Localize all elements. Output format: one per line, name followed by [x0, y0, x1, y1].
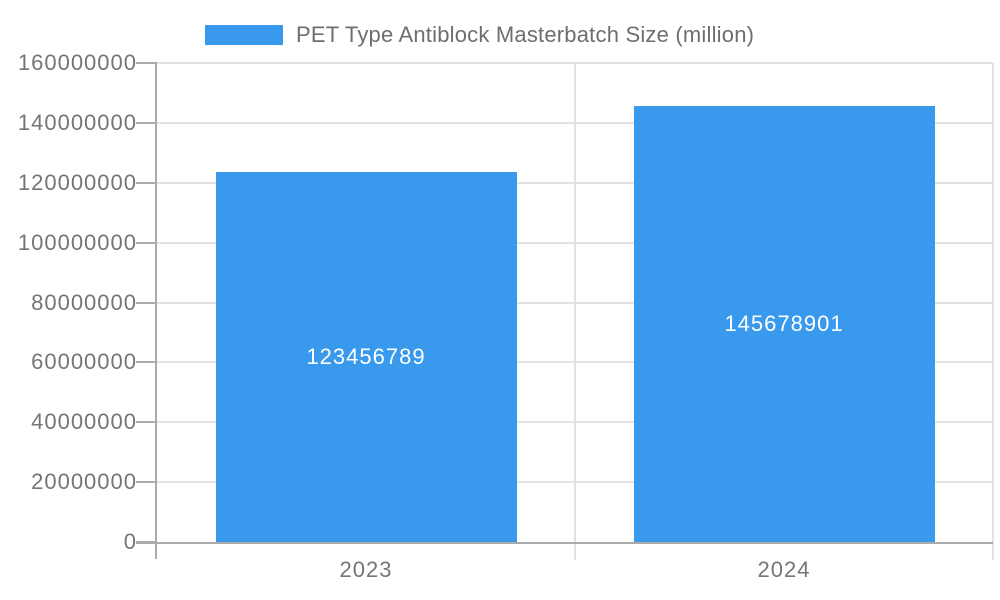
chart-legend[interactable]: PET Type Antiblock Masterbatch Size (mil…: [205, 22, 754, 48]
bar-2023[interactable]: 123456789: [215, 172, 517, 542]
y-tick-label: 160000000: [17, 50, 137, 75]
y-tick-mark: [136, 481, 157, 484]
y-tick-mark: [136, 301, 157, 304]
bar-value-label: 123456789: [306, 344, 426, 370]
y-tick-label: 40000000: [31, 409, 137, 435]
y-tick-mark: [136, 361, 157, 364]
y-tick-mark: [136, 62, 157, 64]
x-axis-line: [136, 542, 993, 544]
gridlines-layer: [157, 62, 994, 560]
y-tick-label: 120000000: [17, 169, 137, 195]
y-tick-mark: [136, 181, 157, 184]
y-tick-label: 60000000: [31, 349, 137, 375]
bar-value-label: 145678901: [724, 310, 844, 336]
gridline-vertical: [574, 63, 576, 560]
y-tick-mark: [136, 421, 157, 424]
y-tick-label: 140000000: [17, 109, 137, 135]
x-axis-label: 2023: [339, 557, 393, 582]
y-tick-label: 80000000: [31, 289, 137, 315]
bars-layer: 123456789 145678901: [157, 63, 993, 542]
y-tick-mark: [136, 241, 157, 244]
bar-2024[interactable]: 145678901: [633, 105, 935, 542]
x-axis-labels: 2023 2024: [157, 63, 993, 582]
y-axis-ticks: 0 20000000 40000000 60000000 80000000 1000000…: [18, 51, 993, 554]
y-tick-label: 20000000: [31, 469, 137, 495]
y-tick-label: 100000000: [17, 229, 137, 255]
gridline-vertical: [992, 63, 994, 560]
legend-label: PET Type Antiblock Masterbatch Size (mil…: [296, 22, 755, 47]
legend-swatch: [205, 25, 283, 45]
y-tick-label: 0: [123, 529, 137, 554]
y-axis-line: [155, 63, 157, 559]
y-tick-mark: [136, 121, 157, 124]
plot-area: 0 20000000 40000000 60000000 80000000 1000000…: [18, 51, 994, 582]
x-axis-label: 2024: [757, 557, 811, 582]
